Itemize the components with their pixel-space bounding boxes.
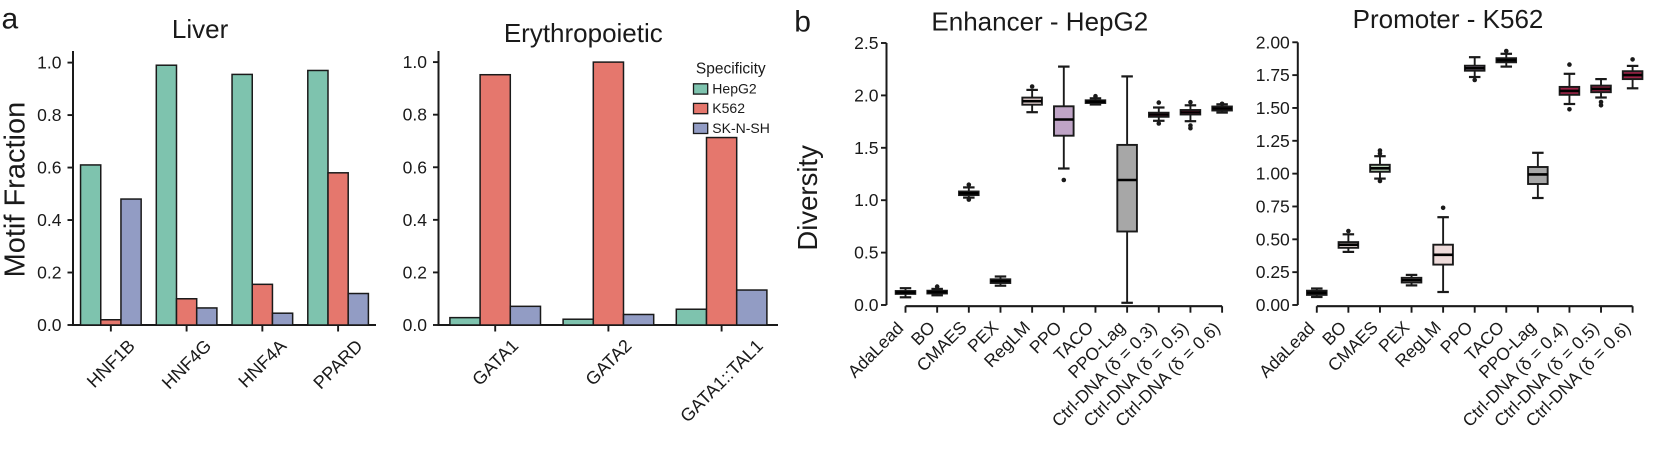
svg-text:SK-N-SH: SK-N-SH	[712, 120, 770, 136]
svg-text:Enhancer - HepG2: Enhancer - HepG2	[931, 7, 1148, 37]
svg-text:0.50: 0.50	[1256, 229, 1290, 249]
svg-text:0.8: 0.8	[403, 105, 427, 125]
svg-text:Liver: Liver	[172, 14, 229, 44]
svg-text:1.0: 1.0	[37, 53, 62, 73]
svg-text:0.6: 0.6	[403, 157, 427, 177]
svg-text:GATA2: GATA2	[582, 335, 636, 389]
svg-text:0.2: 0.2	[37, 263, 61, 283]
svg-text:0.0: 0.0	[854, 295, 879, 315]
svg-text:HNF4G: HNF4G	[158, 336, 215, 393]
svg-text:0.5: 0.5	[854, 243, 878, 263]
svg-text:1.75: 1.75	[1256, 65, 1290, 85]
svg-text:0.0: 0.0	[403, 315, 428, 335]
svg-text:HNF4A: HNF4A	[234, 336, 290, 392]
svg-text:Erythropoietic: Erythropoietic	[504, 18, 663, 48]
svg-text:GATA1: GATA1	[468, 335, 522, 389]
svg-text:PPARD: PPARD	[309, 336, 366, 393]
svg-text:Motif Fraction: Motif Fraction	[0, 102, 31, 278]
svg-text:1.25: 1.25	[1256, 131, 1290, 151]
svg-text:0.2: 0.2	[403, 262, 427, 282]
svg-text:1.5: 1.5	[854, 138, 878, 158]
svg-text:HNF1B: HNF1B	[83, 336, 139, 392]
svg-text:Promoter - K562: Promoter - K562	[1353, 4, 1544, 34]
svg-text:1.00: 1.00	[1256, 164, 1290, 184]
svg-text:b: b	[794, 6, 811, 39]
svg-text:2.00: 2.00	[1256, 32, 1290, 52]
svg-text:1.50: 1.50	[1256, 98, 1290, 118]
svg-text:HepG2: HepG2	[712, 81, 757, 97]
svg-text:0.8: 0.8	[37, 105, 61, 125]
svg-text:Diversity: Diversity	[792, 145, 823, 251]
svg-text:0.75: 0.75	[1256, 197, 1290, 217]
svg-text:1.0: 1.0	[403, 52, 428, 72]
svg-text:2.0: 2.0	[854, 85, 879, 105]
svg-text:GATA1::TAL1: GATA1::TAL1	[676, 336, 767, 427]
svg-text:K562: K562	[712, 100, 745, 116]
svg-text:AdaLead: AdaLead	[1255, 318, 1319, 382]
svg-text:1.0: 1.0	[854, 190, 879, 210]
svg-text:0.00: 0.00	[1256, 295, 1290, 315]
svg-text:AdaLead: AdaLead	[844, 318, 908, 382]
svg-text:Specificity: Specificity	[696, 61, 766, 78]
svg-text:0.4: 0.4	[403, 210, 428, 230]
svg-text:0.0: 0.0	[37, 315, 62, 335]
svg-text:2.5: 2.5	[854, 33, 878, 53]
svg-text:0.4: 0.4	[37, 210, 62, 230]
svg-text:a: a	[2, 3, 19, 36]
svg-text:0.25: 0.25	[1256, 262, 1290, 282]
svg-text:0.6: 0.6	[37, 158, 61, 178]
